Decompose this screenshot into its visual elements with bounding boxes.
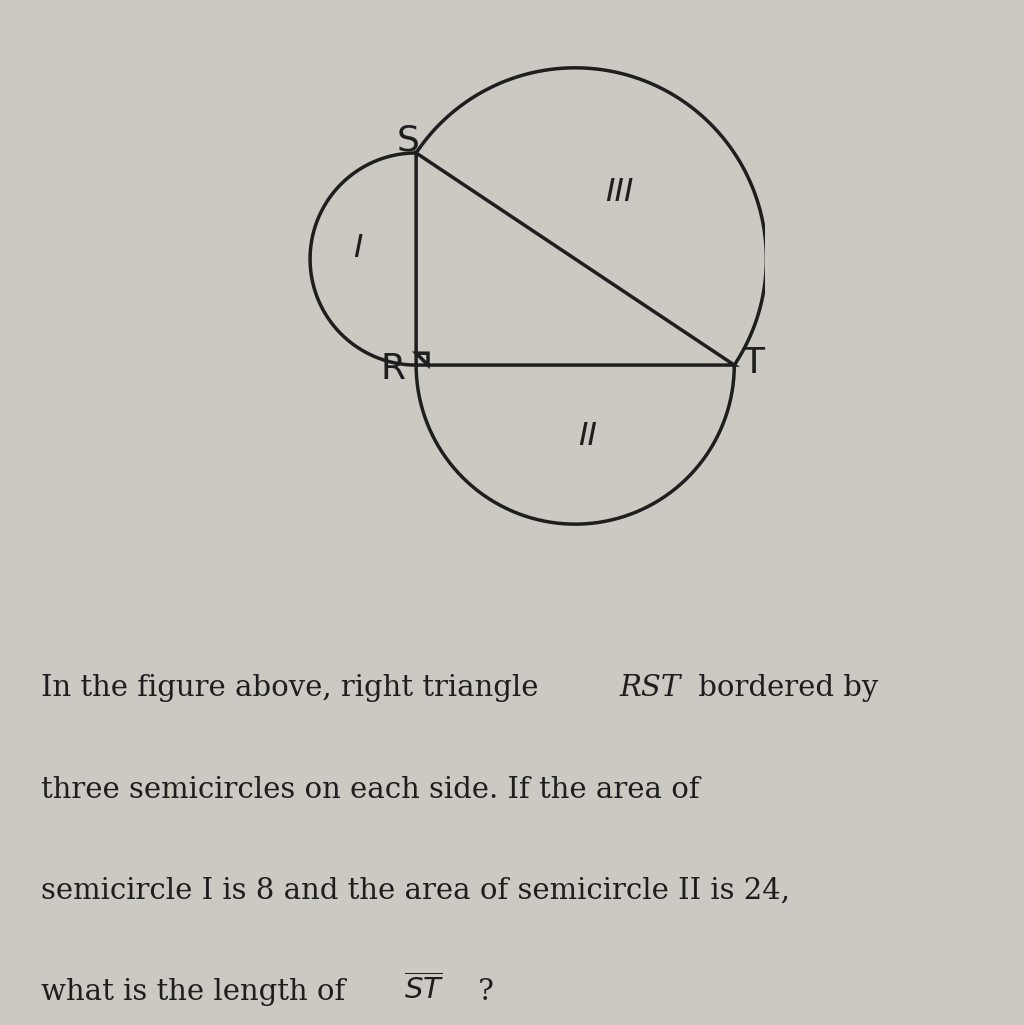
Text: semicircle I is 8 and the area of semicircle II is 24,: semicircle I is 8 and the area of semici…	[41, 877, 790, 905]
Text: I: I	[353, 233, 362, 263]
Text: S: S	[397, 123, 420, 157]
Text: bordered by: bordered by	[689, 674, 879, 702]
Text: R: R	[381, 352, 406, 385]
Text: II: II	[579, 421, 597, 452]
Text: $\overline{ST}$: $\overline{ST}$	[404, 975, 444, 1006]
Text: three semicircles on each side. If the area of: three semicircles on each side. If the a…	[41, 776, 699, 804]
Text: ?: ?	[469, 978, 494, 1007]
Text: what is the length of: what is the length of	[41, 978, 354, 1007]
Text: III: III	[605, 176, 634, 208]
Text: In the figure above, right triangle: In the figure above, right triangle	[41, 674, 548, 702]
Text: T: T	[742, 345, 764, 379]
Text: RST: RST	[620, 674, 681, 702]
